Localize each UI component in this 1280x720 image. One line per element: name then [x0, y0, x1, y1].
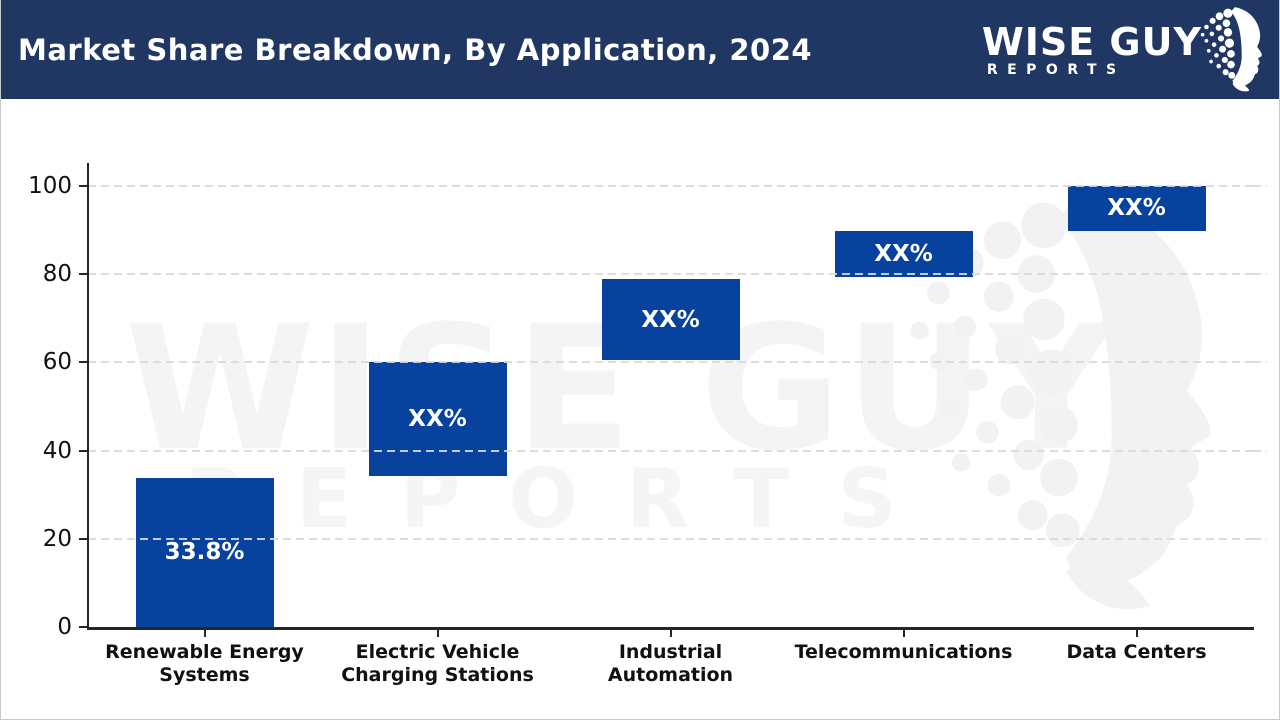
brand-name: WISE GUY	[981, 19, 1202, 64]
gridline-80	[88, 273, 1253, 276]
x-category-label-line: Industrial	[618, 641, 723, 663]
y-tick-mark-0	[79, 626, 87, 628]
y-tick-label-100: 100	[28, 173, 72, 199]
gridline-40-right	[1253, 449, 1267, 452]
gridline-100-right	[1253, 185, 1267, 187]
x-tick-mark	[669, 630, 672, 637]
x-category-label: Industrial Automation	[541, 641, 801, 687]
gridline-20	[88, 537, 1253, 540]
x-category-label-line: Data Centers	[1066, 641, 1207, 663]
y-tick-label-40: 40	[42, 437, 72, 464]
gridline-20-right	[1253, 537, 1267, 540]
y-tick-label-60: 60	[42, 349, 72, 376]
x-category-label-line: Charging Stations	[341, 664, 534, 686]
bar-segment	[601, 279, 740, 361]
x-category-label: Renewable Energy Systems	[75, 641, 335, 687]
bar-value-label: XX%	[874, 240, 933, 267]
brand-subname: REPORTS	[986, 61, 1126, 78]
bar-segment	[135, 477, 274, 627]
gridline-60-right	[1253, 361, 1267, 364]
x-tick-mark	[436, 630, 439, 637]
bar-value-label: XX%	[641, 306, 700, 333]
brand-logo: WISE GUY REPORTS	[982, 4, 1280, 96]
x-category-label-line: Renewable Energy	[105, 641, 304, 663]
header-bar: Market Share Breakdown, By Application, …	[0, 0, 1280, 99]
y-tick-mark-80	[79, 273, 87, 276]
y-tick-mark-20	[79, 537, 87, 540]
y-axis-spine	[87, 163, 89, 629]
x-category-label-line: Telecommunications	[794, 641, 1013, 663]
x-category-label-line: Electric Vehicle	[355, 641, 520, 663]
y-tick-label-20: 20	[42, 525, 72, 552]
x-tick-mark	[203, 630, 206, 637]
y-tick-mark-60	[79, 361, 87, 364]
brand-logo-text: WISE GUY REPORTS	[982, 22, 1202, 78]
x-category-label: Electric Vehicle Charging Stations	[308, 641, 568, 687]
page-title: Market Share Breakdown, By Application, …	[18, 32, 813, 67]
y-tick-mark-100	[79, 185, 87, 187]
x-axis-spine	[87, 627, 1254, 630]
x-category-label-line: Automation	[607, 664, 734, 686]
brand-head-icon	[1200, 6, 1262, 91]
bar-segment	[368, 361, 507, 477]
x-tick-mark	[902, 630, 905, 637]
x-category-label: Telecommunications	[774, 641, 1034, 664]
gridline-40	[88, 449, 1253, 452]
y-tick-label-80: 80	[42, 261, 72, 288]
gridline-100	[88, 185, 1253, 187]
bar-value-label: 33.8%	[164, 539, 245, 566]
bar-value-label: XX%	[1107, 195, 1166, 222]
y-tick-label-0: 0	[57, 614, 72, 640]
x-tick-mark	[1135, 630, 1138, 637]
gridline-60	[88, 361, 1253, 364]
bar-value-label: XX%	[408, 406, 467, 433]
x-category-label: Data Centers	[1007, 641, 1267, 664]
y-tick-mark-40	[79, 449, 87, 452]
gridline-80-right	[1253, 273, 1267, 276]
x-category-label-line: Systems	[159, 664, 250, 686]
